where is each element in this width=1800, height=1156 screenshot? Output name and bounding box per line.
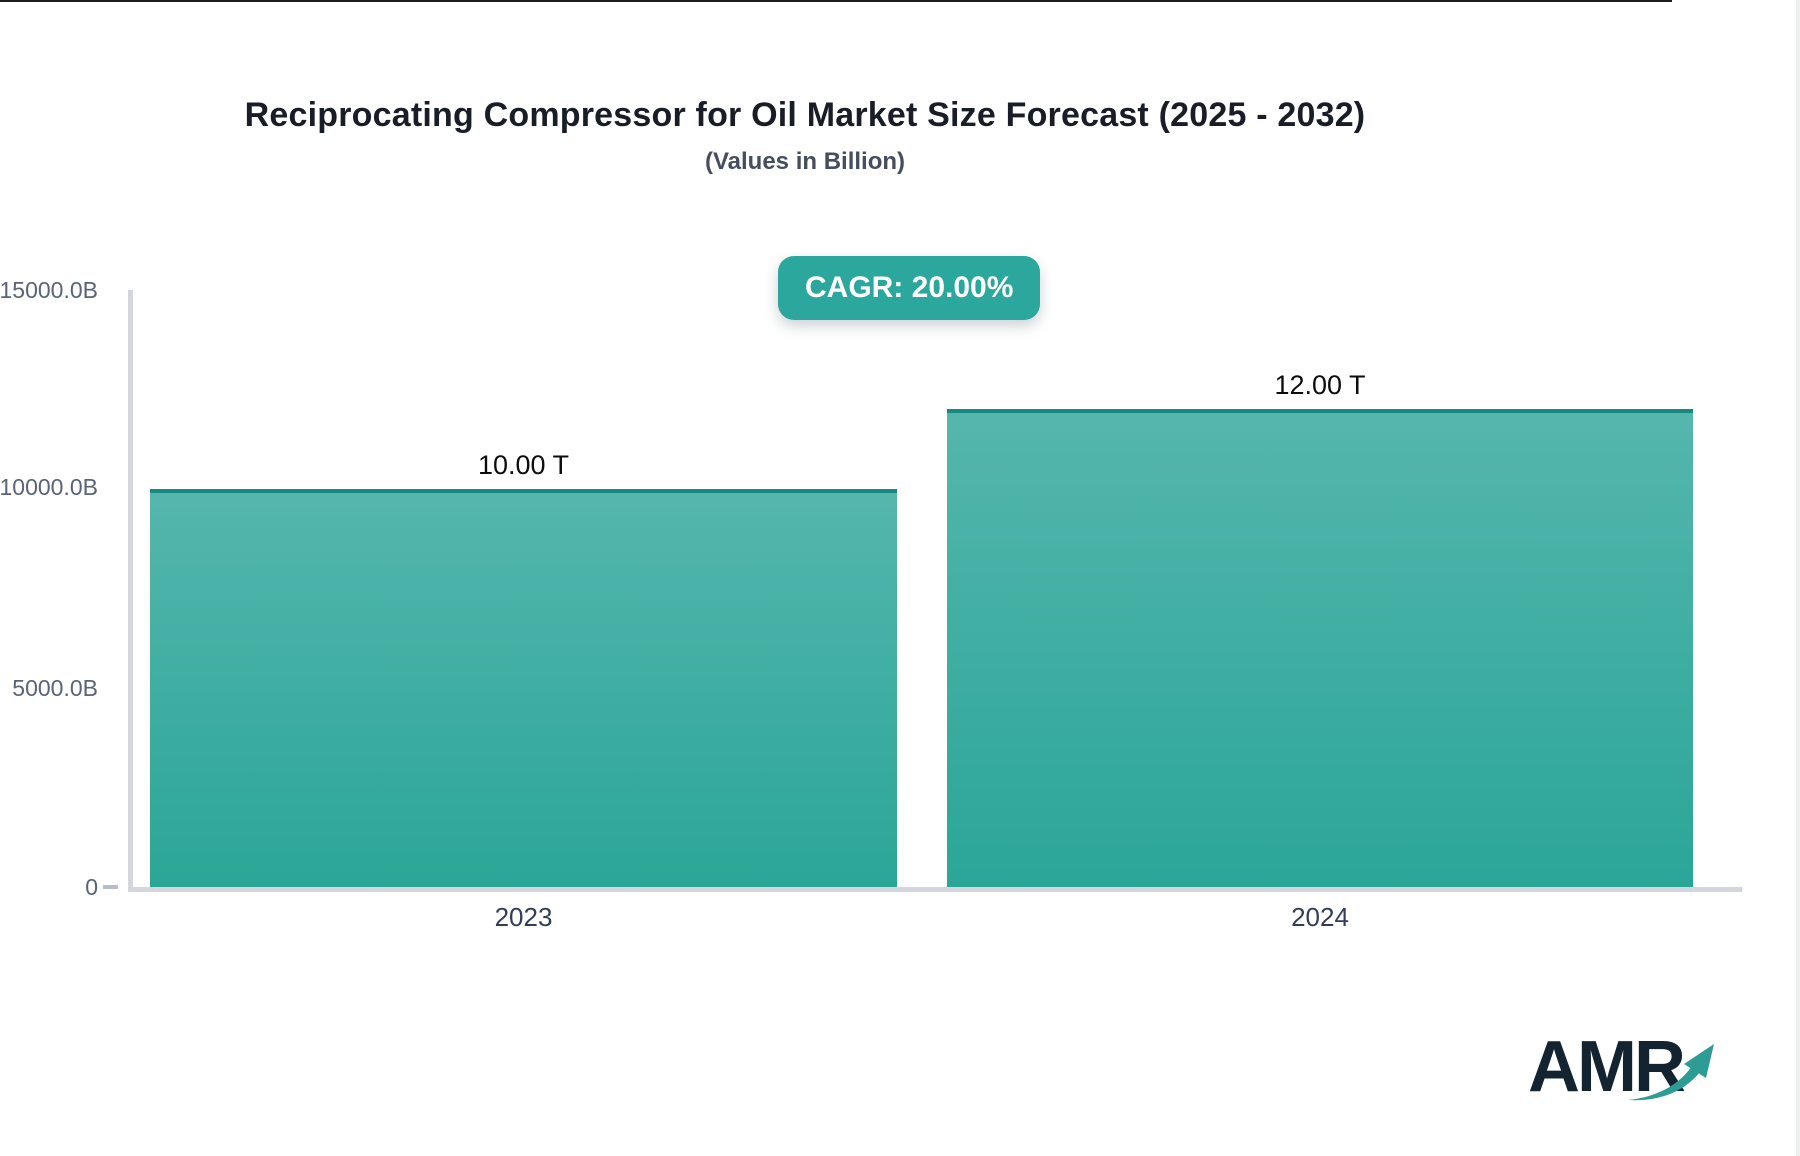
chart-subtitle: (Values in Billion) (704, 148, 906, 175)
chart-title: Reciprocating Compressor for Oil Market … (244, 96, 1366, 134)
y-axis-tick-label-5000: 5000.0B (12, 675, 98, 701)
y-axis-line (128, 290, 133, 887)
amr-logo: AMR (1528, 1030, 1723, 1110)
x-axis-line (128, 887, 1742, 892)
bar-2024[interactable]: 12.00 T (947, 370, 1693, 887)
y-axis-tick-label-15000: 15000.0B (0, 277, 98, 303)
bar-value-label-2023: 10.00 T (477, 450, 570, 480)
amr-logo-arrow-icon (1628, 1044, 1714, 1101)
bar-value-label-2024: 12.00 T (1274, 370, 1366, 400)
zero-tick-mark (103, 885, 118, 889)
window-right-border (1796, 0, 1800, 1156)
window-top-border (0, 0, 1672, 2)
bar-2023[interactable]: 10.00 T (150, 450, 897, 887)
y-axis-tick-label-10000: 10000.0B (0, 474, 98, 500)
cagr-badge: CAGR: 20.00% (778, 256, 1041, 320)
x-axis-category-2024: 2024 (1291, 902, 1349, 932)
x-axis-category-2023: 2023 (494, 902, 553, 932)
amr-logo-text: AMR (1528, 1027, 1686, 1107)
y-axis-tick-label-0: 0 (85, 874, 98, 900)
